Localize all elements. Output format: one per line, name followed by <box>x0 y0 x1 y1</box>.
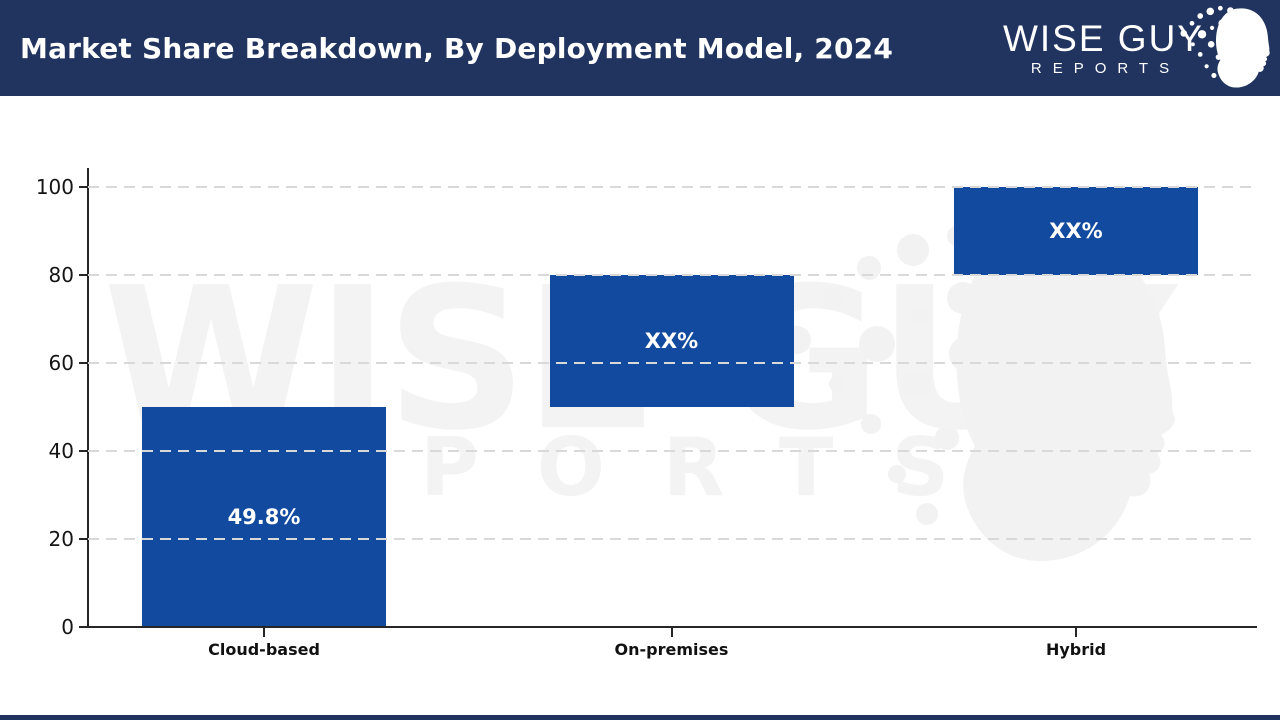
y-axis-line <box>87 168 89 627</box>
x-tick-mark <box>670 628 673 637</box>
bar-value-label: XX% <box>1049 218 1103 243</box>
header-banner: Market Share Breakdown, By Deployment Mo… <box>0 0 1280 96</box>
y-tick-label: 40 <box>48 438 74 463</box>
gridline-60 <box>88 361 1256 364</box>
bar-value-label: XX% <box>644 329 699 354</box>
logo-subtitle: REPORTS <box>1030 59 1181 77</box>
x-tick-mark <box>263 628 265 637</box>
gridline-80 <box>88 273 1256 276</box>
bar-on-premises <box>549 275 794 408</box>
page-title: Market Share Breakdown, By Deployment Mo… <box>20 31 894 65</box>
x-tick-label: Cloud-based <box>208 640 320 659</box>
y-tick-mark <box>79 185 88 188</box>
gridline-100 <box>88 185 1256 188</box>
y-tick-mark <box>79 449 88 452</box>
bar-value-label: 49.8% <box>227 504 301 529</box>
y-tick-label: 80 <box>48 262 74 287</box>
gridline-20 <box>88 537 1256 540</box>
logo-face-icon <box>1180 5 1270 88</box>
y-tick-label: 0 <box>61 614 74 639</box>
y-tick-label: 60 <box>48 350 74 375</box>
logo-wordmark: WISE GUY <box>1002 17 1204 59</box>
x-tick-mark <box>1075 628 1077 637</box>
y-tick-mark <box>79 625 88 628</box>
logo-text: WISE GUY REPORTS <box>1003 20 1204 77</box>
gridline-40 <box>88 449 1256 452</box>
footer-bar <box>0 715 1280 720</box>
y-tick-label: 20 <box>48 526 74 551</box>
x-tick-label: Hybrid <box>1045 640 1107 659</box>
y-tick-mark <box>79 537 88 540</box>
y-tick-mark <box>79 273 88 276</box>
y-tick-mark <box>79 361 88 364</box>
x-axis-line <box>87 626 1257 628</box>
bar-cloud-based <box>142 407 386 627</box>
wise-guy-reports-logo: WISE GUY REPORTS <box>1003 0 1270 96</box>
x-tick-label: On-premises <box>614 640 729 659</box>
y-tick-label: 100 <box>35 174 74 199</box>
